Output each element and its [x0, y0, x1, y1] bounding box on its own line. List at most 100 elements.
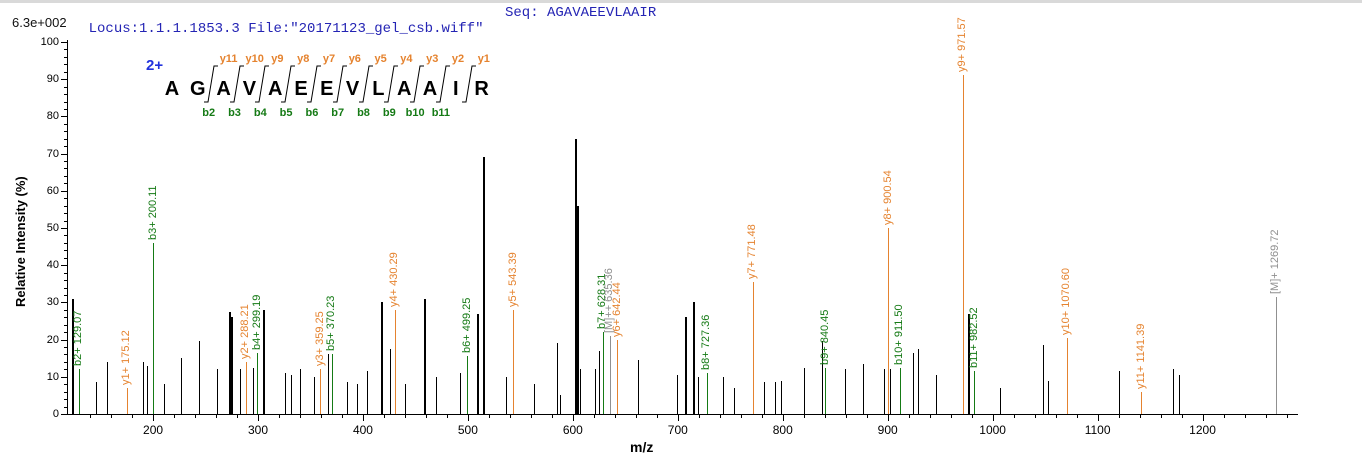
peak-line — [917, 348, 919, 414]
y-minor-tick — [64, 101, 67, 103]
x-minor-tick — [866, 414, 868, 418]
y-minor-tick — [64, 317, 67, 319]
y-tick-label: 0 — [52, 408, 59, 420]
annotated-peak-line — [974, 371, 976, 414]
y-minor-tick — [64, 183, 67, 185]
y-minor-tick — [64, 71, 67, 73]
peak-line — [146, 365, 148, 414]
peak-line — [199, 341, 201, 414]
peak-line — [163, 384, 165, 414]
y-minor-tick — [64, 86, 67, 88]
annotated-peak-line — [962, 75, 964, 414]
peak-line — [423, 298, 426, 414]
peak-label: b11+ 982.52 — [967, 307, 980, 369]
peak-line — [476, 313, 479, 414]
peak-line — [676, 374, 678, 414]
peak-line — [999, 387, 1001, 414]
x-minor-tick — [761, 414, 763, 418]
b-ion-label: b3 — [228, 107, 241, 119]
y-minor-tick — [64, 235, 67, 237]
x-axis-title: m/z — [630, 439, 654, 455]
residue-letter: L — [372, 78, 385, 100]
peak-line — [560, 395, 562, 414]
residue-letter: V — [345, 78, 360, 100]
x-minor-tick — [1286, 414, 1288, 418]
x-major-tick — [887, 414, 889, 421]
peak-line — [594, 369, 596, 414]
x-minor-tick — [1118, 414, 1120, 418]
x-minor-tick — [950, 414, 952, 418]
y-minor-tick — [64, 391, 67, 393]
peak-label: b8+ 727.36 — [700, 314, 713, 371]
base-peak-intensity: 6.3e+002 — [12, 15, 67, 30]
x-minor-tick — [132, 414, 134, 418]
residue-letter: R — [474, 78, 489, 100]
fragmentation-mark — [461, 63, 477, 110]
annotated-peak-line — [888, 228, 890, 414]
y-major-tick — [61, 153, 67, 155]
x-minor-tick — [1013, 414, 1015, 418]
annotated-peak-line — [1141, 391, 1143, 414]
y-axis-line — [67, 40, 68, 415]
y-ion-label: y3 — [426, 53, 439, 65]
y-major-tick — [61, 376, 67, 378]
residue-letter: A — [216, 78, 231, 100]
fragment-slash-icon — [410, 65, 425, 103]
peak-line — [912, 352, 914, 414]
x-minor-tick — [195, 414, 197, 418]
peak-line — [1118, 371, 1120, 414]
y-ion-label: y6 — [348, 53, 361, 65]
y-ion-label: y11 — [219, 53, 238, 65]
peak-line — [231, 317, 234, 414]
annotated-peak-line — [394, 309, 396, 414]
peak-line — [142, 361, 144, 414]
peak-label: b4+ 299.19 — [250, 294, 263, 350]
x-major-tick — [467, 414, 469, 421]
residue-letter: G — [190, 78, 206, 100]
peak-line — [390, 348, 392, 414]
residue-letter: I — [453, 78, 459, 100]
peak-line — [763, 382, 765, 414]
y-minor-tick — [64, 361, 67, 363]
y-minor-tick — [64, 257, 67, 259]
peak-label: y9+ 971.57 — [956, 17, 969, 73]
fragmentation-mark — [409, 63, 425, 110]
residue-letter: E — [294, 78, 308, 100]
y-ion-label: y1 — [477, 53, 490, 65]
residue-letter: E — [320, 78, 334, 100]
peak-label: b3+ 200.11 — [146, 185, 159, 240]
y-minor-tick — [64, 347, 67, 349]
peak-line — [557, 343, 559, 414]
residue-letter: A — [164, 78, 180, 100]
window-top-edge — [0, 0, 1362, 3]
peak-line — [228, 311, 231, 414]
locus-file-text: Locus:1.1.1.1853.3 File:"20171123_gel_cs… — [88, 21, 484, 37]
y-tick-label: 80 — [46, 110, 59, 123]
annotated-peak-line — [331, 354, 333, 414]
residue-letter: A — [267, 78, 283, 100]
peak-line — [106, 361, 108, 414]
x-minor-tick — [509, 414, 511, 418]
peak-line — [356, 384, 358, 414]
x-minor-tick — [404, 414, 406, 418]
x-minor-tick — [320, 414, 322, 418]
annotated-peak-line — [706, 373, 708, 414]
peak-line — [404, 384, 406, 414]
peak-label: y7+ 771.48 — [746, 224, 759, 279]
x-major-tick — [782, 414, 784, 421]
y-minor-tick — [64, 399, 67, 401]
x-minor-tick — [740, 414, 742, 418]
x-minor-tick — [719, 414, 721, 418]
fragmentation-mark — [306, 63, 322, 110]
peak-line — [1048, 380, 1050, 414]
residue-letter: A — [396, 78, 412, 100]
x-minor-tick — [278, 414, 280, 418]
fragment-slash-icon — [332, 65, 347, 103]
annotated-peak-line — [257, 352, 259, 414]
peak-line — [1172, 369, 1174, 414]
peak-line — [252, 367, 254, 414]
peak-line — [577, 205, 580, 414]
peak-line — [313, 376, 315, 414]
peak-line — [285, 373, 287, 414]
x-minor-tick — [446, 414, 448, 418]
